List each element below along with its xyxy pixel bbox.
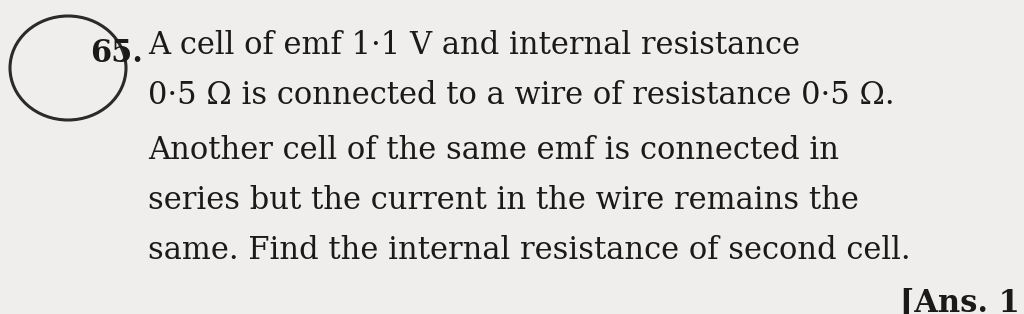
- Text: 65.: 65.: [90, 38, 143, 69]
- Text: [Ans. 1 Ω]: [Ans. 1 Ω]: [900, 288, 1024, 314]
- Text: series but the current in the wire remains the: series but the current in the wire remai…: [148, 185, 859, 216]
- Text: same. Find the internal resistance of second cell.: same. Find the internal resistance of se…: [148, 235, 910, 266]
- Text: A cell of emf 1·1 V and internal resistance: A cell of emf 1·1 V and internal resista…: [148, 30, 800, 61]
- Text: Another cell of the same emf is connected in: Another cell of the same emf is connecte…: [148, 135, 839, 166]
- Text: 0·5 Ω is connected to a wire of resistance 0·5 Ω.: 0·5 Ω is connected to a wire of resistan…: [148, 80, 895, 111]
